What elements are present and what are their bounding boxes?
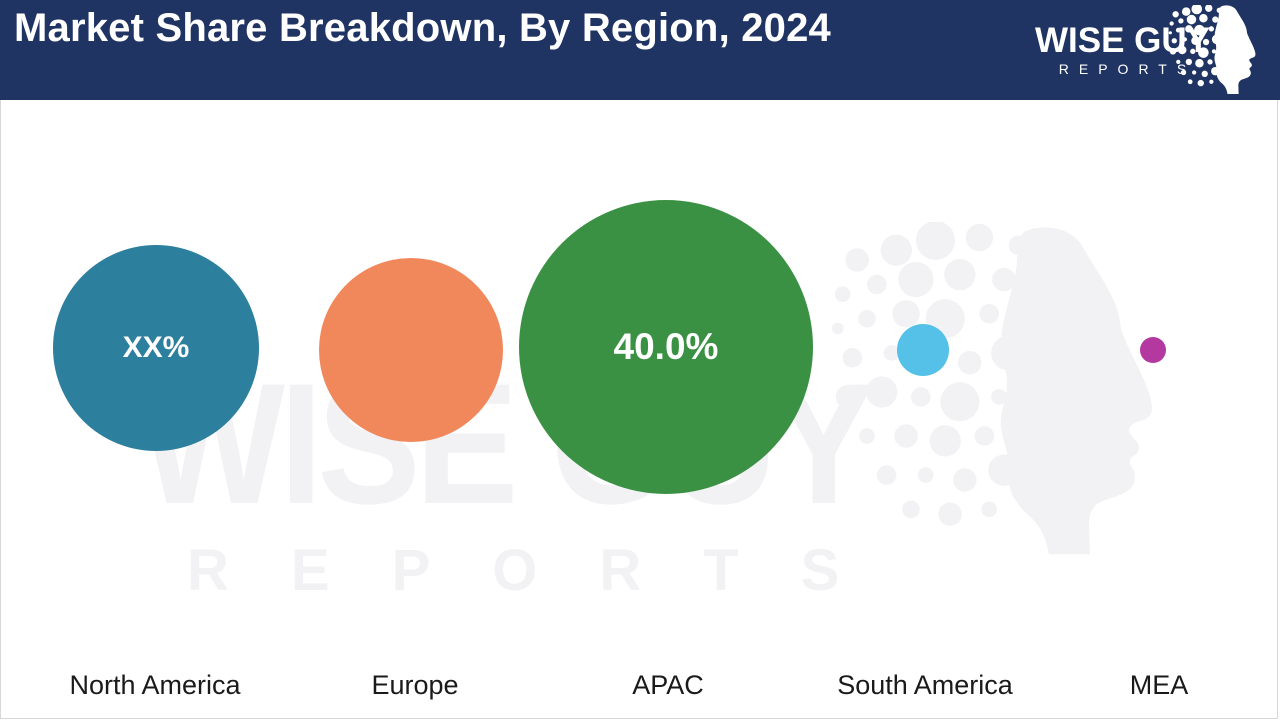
bubble-value-label-apac: 40.0% [613, 326, 719, 367]
bubble-south-america [897, 324, 949, 376]
category-label-south-america: South America [837, 670, 1013, 700]
page-title: Market Share Breakdown, By Region, 2024 [14, 6, 831, 50]
logo-primary-text: WISE GUY [1034, 20, 1210, 60]
bubble-mea [1140, 337, 1166, 363]
bubble-europe [319, 258, 503, 442]
bubble-north-america: XX% [53, 245, 259, 451]
category-label-north-america: North America [69, 670, 241, 700]
bubble-apac: 40.0% [519, 200, 813, 494]
category-label-europe: Europe [371, 670, 459, 700]
header-bar: Market Share Breakdown, By Region, 2024 … [0, 0, 1280, 100]
chart-canvas: WISE GUY REPORTS XX% 40.0% North America… [0, 100, 1278, 719]
bubble-value-label-north-america: XX% [122, 331, 190, 364]
head-silhouette-icon [1168, 5, 1256, 94]
category-label-apac: APAC [632, 670, 704, 700]
logo-secondary-text: REPORTS [1058, 61, 1197, 78]
watermark-reports: REPORTS [187, 538, 902, 603]
logo-wordmark: WISE GUY REPORTS [1034, 20, 1210, 78]
category-label-mea: MEA [1129, 670, 1189, 700]
wiseguy-logo: WISE GUY REPORTS [1026, 4, 1266, 96]
watermark-head-silhouette [831, 222, 1153, 555]
